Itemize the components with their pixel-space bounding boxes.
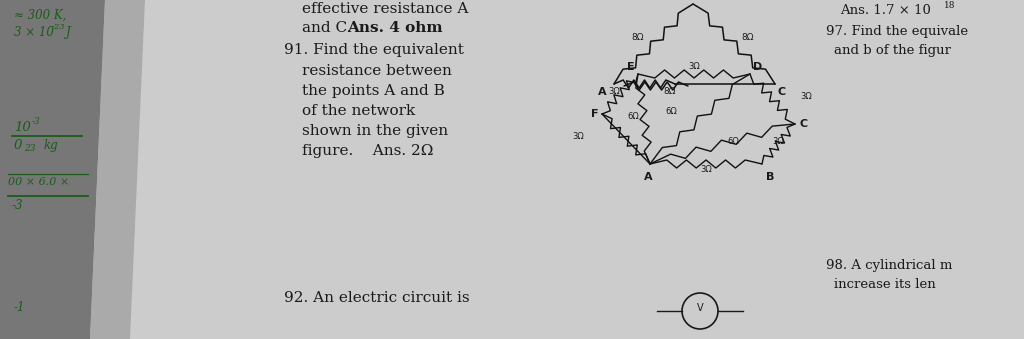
Text: 98. A cylindrical m: 98. A cylindrical m [826,259,952,272]
Text: 3Ω: 3Ω [608,87,620,96]
Text: shown in the given: shown in the given [302,124,449,138]
Text: and C.: and C. [302,21,356,35]
Text: 6Ω: 6Ω [628,112,639,121]
Text: 3Ω: 3Ω [772,137,783,146]
Text: 8Ω: 8Ω [632,33,644,41]
Text: 3Ω: 3Ω [688,62,699,71]
Polygon shape [90,0,145,339]
Text: effective resistance A: effective resistance A [302,2,468,16]
Text: -3: -3 [12,199,24,212]
Text: increase its len: increase its len [834,278,936,291]
Text: 3 × 10: 3 × 10 [14,26,54,39]
Text: C: C [799,119,807,129]
Text: J: J [66,26,71,39]
Text: F: F [592,109,599,119]
Text: 23: 23 [24,144,36,153]
Text: A: A [598,87,607,97]
Text: 3Ω: 3Ω [800,92,812,101]
Text: figure.    Ans. 2Ω: figure. Ans. 2Ω [302,144,433,158]
Text: Ans. 1.7 × 10: Ans. 1.7 × 10 [840,4,931,17]
Text: kg: kg [44,139,58,152]
Text: 3Ω: 3Ω [700,165,712,174]
Text: 8Ω: 8Ω [664,86,676,96]
Text: the points A and B: the points A and B [302,84,444,98]
Text: 00 × 6.0 ×: 00 × 6.0 × [8,177,70,187]
Text: 6Ω: 6Ω [727,137,738,146]
Text: 18: 18 [944,1,955,10]
Text: 10: 10 [14,121,31,134]
Text: and b of the figur: and b of the figur [834,44,951,57]
Text: C: C [778,87,786,97]
Text: -1: -1 [14,301,26,314]
Text: Ans. 4 ohm: Ans. 4 ohm [347,21,442,35]
Text: E: E [628,62,635,72]
Text: -23: -23 [52,23,66,31]
Text: B: B [766,172,774,182]
Text: V: V [696,303,703,313]
Text: 6Ω: 6Ω [665,107,677,116]
Polygon shape [130,0,1024,339]
Text: ≈ 300 K,: ≈ 300 K, [14,9,67,22]
Text: 97. Find the equivale: 97. Find the equivale [826,25,968,38]
Text: D: D [753,62,762,72]
Text: 3Ω: 3Ω [572,132,584,141]
Text: resistance between: resistance between [302,64,452,78]
Polygon shape [0,0,105,339]
Text: 8Ω: 8Ω [741,33,755,41]
Text: of the network: of the network [302,104,416,118]
Text: 0: 0 [14,139,23,152]
Text: 91. Find the equivalent: 91. Find the equivalent [284,43,464,57]
Text: A: A [644,172,652,182]
Text: 92. An electric circuit is: 92. An electric circuit is [284,291,470,305]
Text: -3: -3 [32,117,41,126]
